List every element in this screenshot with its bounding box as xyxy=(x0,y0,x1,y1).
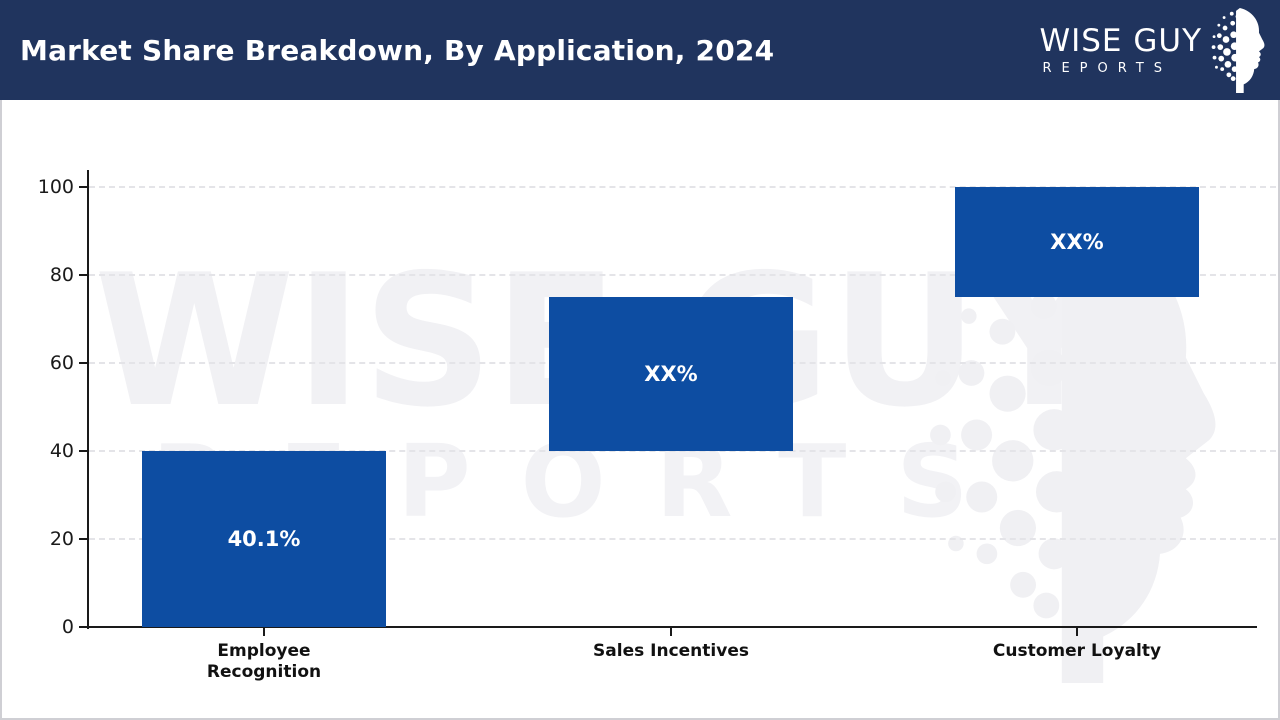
logo-brand-subtext: REPORTS xyxy=(1042,60,1173,76)
watermark: WISE GUY REPORTS xyxy=(2,100,1278,718)
logo-brand-name: WISE GUY xyxy=(1039,22,1202,59)
logo-text: WISE GUY REPORTS xyxy=(1039,22,1202,76)
chart-title: Market Share Breakdown, By Application, … xyxy=(20,33,775,67)
header-bar: Market Share Breakdown, By Application, … xyxy=(0,0,1280,100)
wiseguy-logo: WISE GUY REPORTS xyxy=(1039,0,1268,100)
watermark-face-icon xyxy=(930,223,1216,683)
chart-canvas: WISE GUY REPORTS xyxy=(0,100,1280,720)
watermark-subtext: REPORTS xyxy=(152,423,1019,540)
logo-face-icon xyxy=(1211,7,1265,93)
